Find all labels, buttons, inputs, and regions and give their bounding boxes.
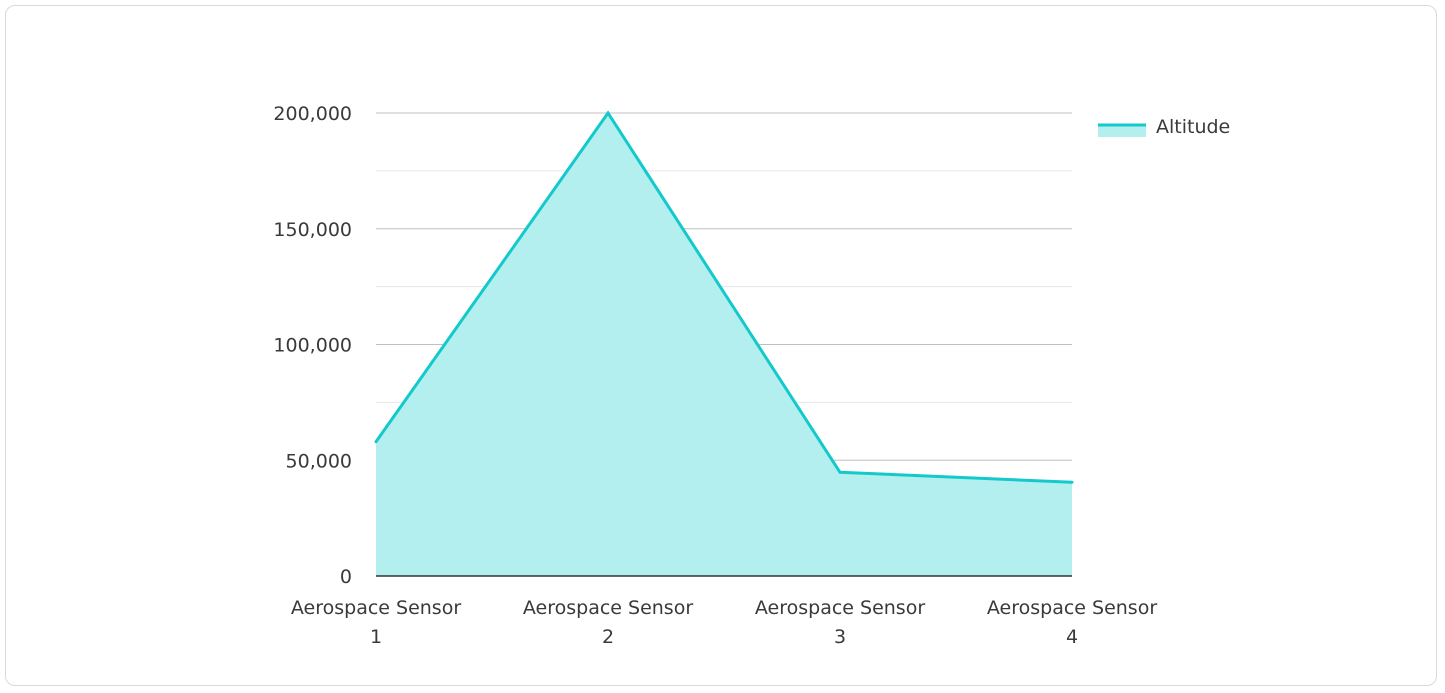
axes: 0 50,000 100,000 150,000 200,000 Aerospace Se… (273, 103, 1157, 648)
y-tick-label: 200,000 (273, 103, 352, 125)
x-tick-label: Aerospace Sensor 4 (987, 597, 1157, 648)
legend-swatch-fill (1098, 125, 1146, 137)
x-tick-label: Aerospace Sensor 2 (523, 597, 693, 648)
series-area-fill (376, 113, 1072, 576)
plot-area (374, 110, 1074, 576)
y-tick-label: 150,000 (273, 219, 352, 241)
legend-label: Altitude (1156, 116, 1230, 138)
series-line (374, 110, 1073, 484)
y-tick-label: 50,000 (286, 450, 352, 472)
legend: Altitude (1098, 116, 1230, 138)
data-point (1070, 480, 1074, 484)
data-point (838, 470, 842, 474)
y-tick-label: 0 (340, 566, 352, 588)
x-tick-label: Aerospace Sensor 1 (291, 597, 461, 648)
data-point (606, 111, 610, 115)
data-point (374, 440, 378, 444)
y-tick-label: 100,000 (273, 335, 352, 357)
x-tick-label: Aerospace Sensor 3 (755, 597, 925, 648)
